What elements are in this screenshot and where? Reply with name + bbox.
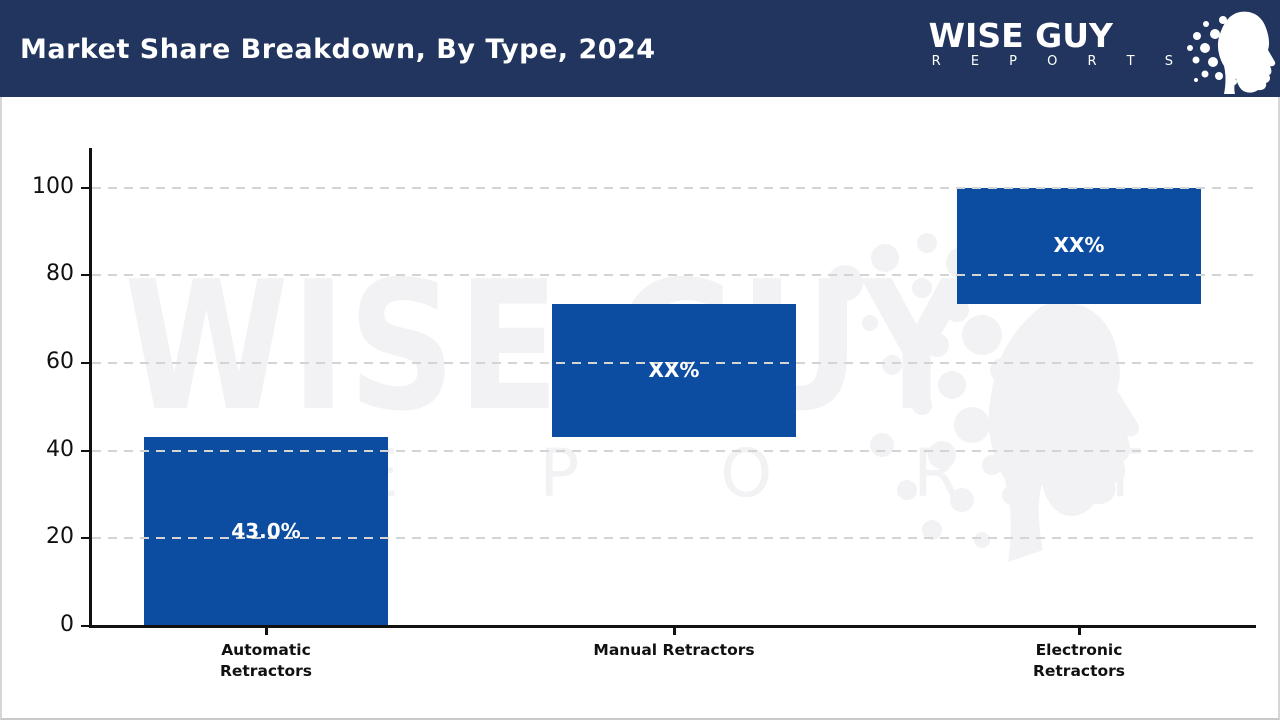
bar-1 [144,437,388,626]
brand-subtitle: R E P O R T S [931,54,1186,69]
y-tick [81,537,89,540]
y-tick-label: 0 [60,612,74,637]
bar-value-label: XX% [648,357,700,382]
bar-value-label: XX% [1053,232,1105,257]
category-label: Electronic Retractors [949,640,1209,682]
category-label-line: Retractors [1032,662,1126,680]
category-label: Automatic Retractors [136,640,396,682]
y-tick-label: 80 [46,261,74,287]
x-tick [673,628,676,635]
brand-logo-text: WISE GUY R E P O R T S [929,18,1186,70]
bar-value-label: 43.0% [231,518,301,543]
y-tick [81,625,89,627]
x-axis-line [89,625,1256,628]
y-tick-label: 60 [46,348,74,374]
category-label: Manual Retractors [544,640,804,661]
gridline-40 [92,449,1255,452]
y-tick [81,449,89,452]
y-axis-line [89,148,92,627]
category-label-line: Retractors [219,662,313,680]
gridline-80 [92,274,1255,277]
brand-name: WISE GUY [928,16,1113,55]
category-label-line: Manual Retractors [593,641,755,659]
y-tick-label: 20 [46,524,74,550]
y-tick-label: 100 [32,173,74,199]
brand-face-dots-icon [1187,11,1276,94]
header-bar: Market Share Breakdown, By Type, 2024 WI… [0,0,1280,97]
gridline-100 [92,186,1255,189]
brand-logo: WISE GUY R E P O R T S [929,4,1278,94]
y-tick [81,274,89,277]
y-tick-label: 40 [46,436,74,462]
bar-2 [552,303,796,438]
page-title: Market Share Breakdown, By Type, 2024 [20,34,656,65]
gridline-20 [92,537,1255,540]
x-tick [1078,628,1081,635]
bar-3 [957,187,1201,304]
category-label-line: Electronic [1035,641,1123,659]
y-tick [81,361,89,364]
category-label-line: Automatic [221,641,311,659]
x-tick [265,628,268,635]
gridline-60 [92,361,1255,364]
y-tick [81,186,89,189]
